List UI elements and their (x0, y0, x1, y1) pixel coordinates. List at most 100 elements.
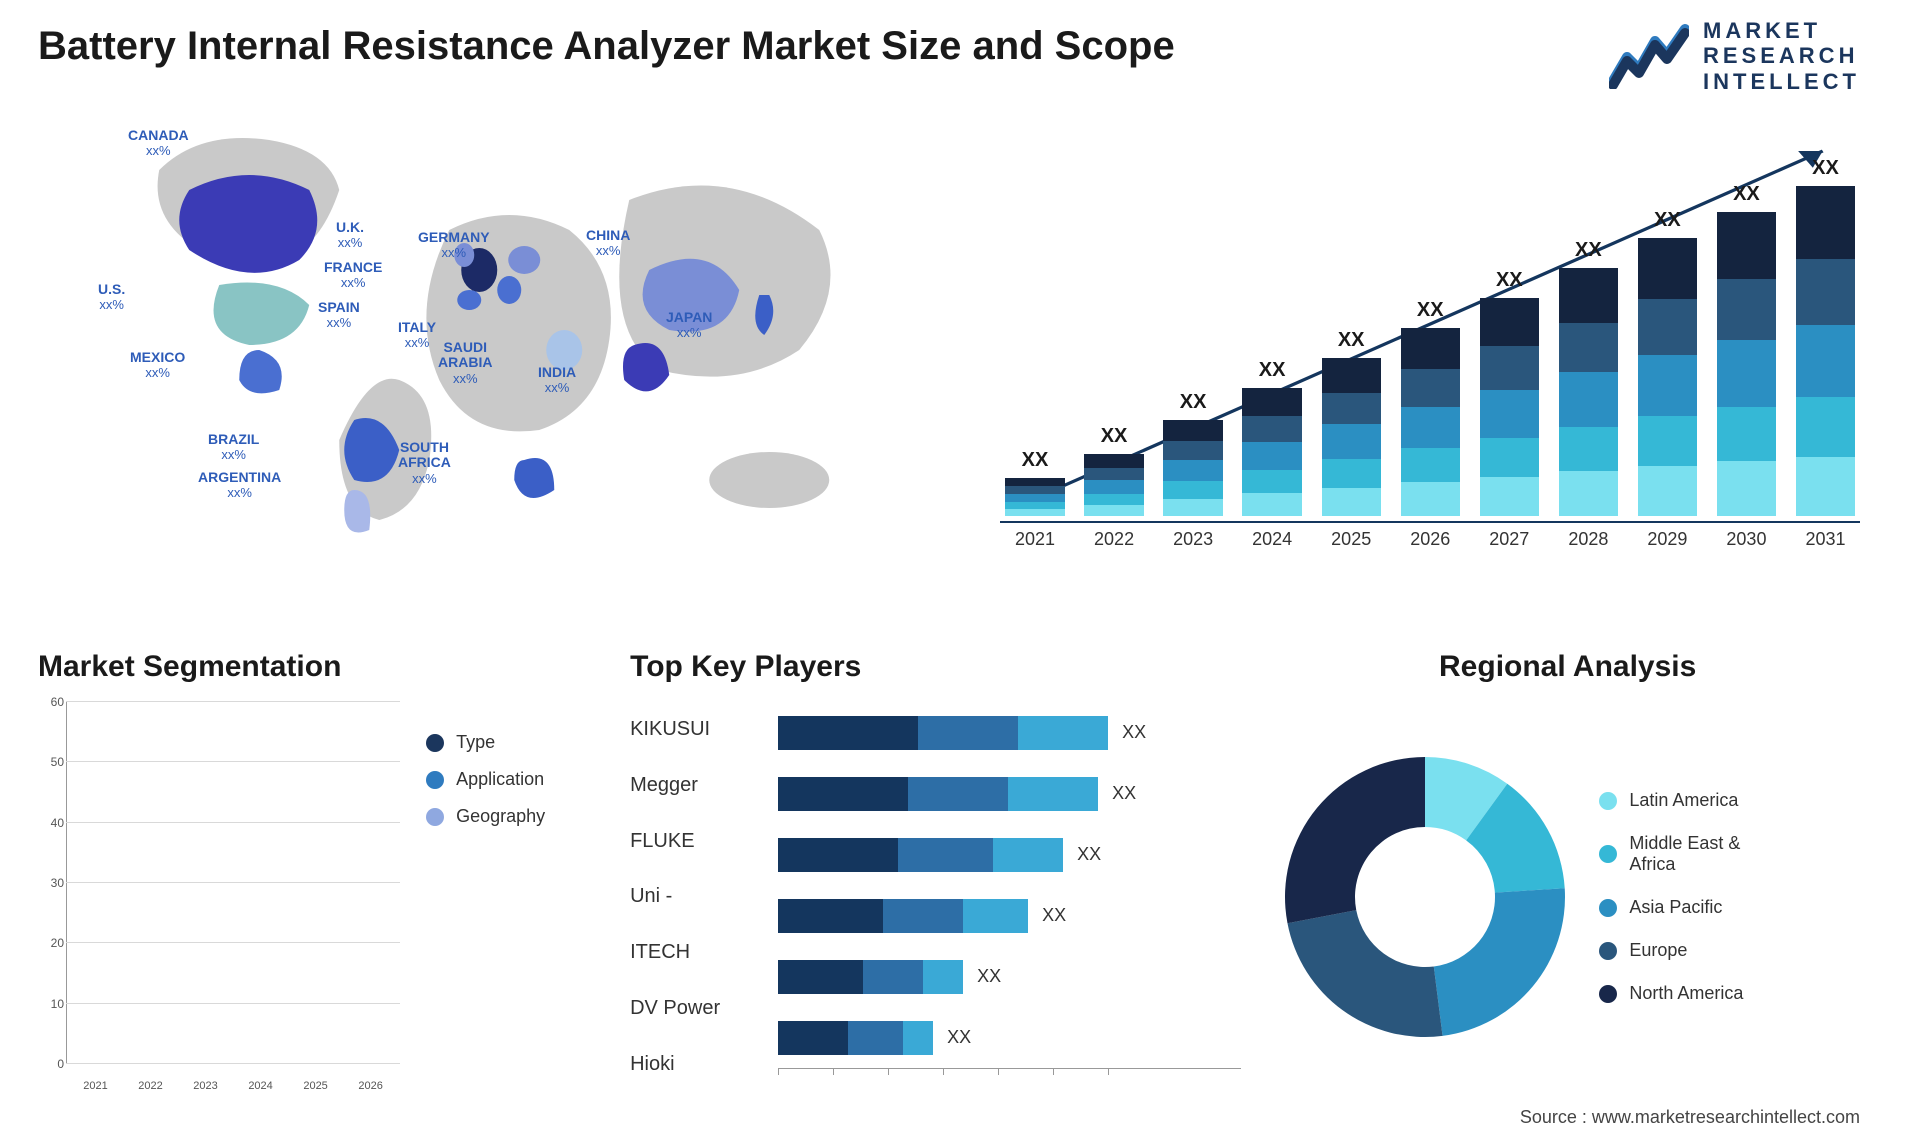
map-label-brazil: BRAZILxx% (208, 432, 259, 463)
world-map-icon (38, 120, 940, 550)
ra-legend-item: Europe (1599, 940, 1860, 961)
growth-bar-2028: XX (1554, 239, 1623, 516)
growth-bar-label: XX (1180, 391, 1207, 414)
kp-name: Hioki (630, 1053, 760, 1076)
growth-bar-label: XX (1101, 425, 1128, 448)
ra-legend-label: North America (1629, 983, 1743, 1004)
kp-value-label: XX (1112, 783, 1136, 804)
growth-bar-label: XX (1496, 269, 1523, 292)
growth-bar-2022: XX (1080, 425, 1149, 516)
donut-slice-3 (1288, 910, 1443, 1037)
growth-bar-2026: XX (1396, 299, 1465, 516)
seg-legend-item: Application (426, 769, 596, 790)
growth-chart-panel: XXXXXXXXXXXXXXXXXXXXXX 20212022202320242… (1000, 120, 1860, 550)
key-players-panel: Top Key Players KIKUSUIMeggerFLUKEUni -I… (630, 650, 1241, 1092)
kp-name: KIKUSUI (630, 718, 760, 741)
legend-dot-icon (426, 734, 444, 752)
growth-x-label: 2021 (1000, 523, 1069, 550)
world-map-panel: CANADAxx% U.S.xx% MEXICOxx% BRAZILxx% ARGENT… (38, 120, 940, 550)
growth-bar-label: XX (1654, 209, 1681, 232)
seg-x-label: 2022 (127, 1074, 174, 1092)
segmentation-panel: Market Segmentation 2021 2022 2023 2024 2025… (38, 650, 596, 1092)
kp-name: DV Power (630, 997, 760, 1020)
kp-row: XX (778, 777, 1241, 811)
growth-bar-2029: XX (1633, 209, 1702, 516)
kp-value-label: XX (1122, 722, 1146, 743)
kp-row: XX (778, 716, 1241, 750)
ra-legend-item: Asia Pacific (1599, 897, 1860, 918)
map-label-italy: ITALYxx% (398, 320, 436, 351)
map-label-u-s-: U.S.xx% (98, 282, 125, 313)
segmentation-legend: Type Application Geography (426, 702, 596, 1092)
growth-x-label: 2030 (1712, 523, 1781, 550)
segmentation-chart: 202120222023202420252026 0102030405060 (38, 702, 400, 1092)
kp-row: XX (778, 838, 1241, 872)
growth-bar-2023: XX (1159, 391, 1228, 516)
legend-dot-icon (426, 771, 444, 789)
growth-bar-label: XX (1417, 299, 1444, 322)
growth-chart: XXXXXXXXXXXXXXXXXXXXXX 20212022202320242… (1000, 130, 1860, 550)
kp-name: Megger (630, 774, 760, 797)
growth-x-label: 2031 (1791, 523, 1860, 550)
map-label-saudi-arabia: SAUDIARABIAxx% (438, 340, 492, 386)
seg-x-label: 2024 (237, 1074, 284, 1092)
legend-dot-icon (1599, 792, 1617, 810)
ra-legend-item: North America (1599, 983, 1860, 1004)
map-label-germany: GERMANYxx% (418, 230, 490, 261)
map-label-mexico: MEXICOxx% (130, 350, 185, 381)
logo-text: MARKET RESEARCH INTELLECT (1703, 18, 1860, 94)
ra-legend-label: Asia Pacific (1629, 897, 1722, 918)
kp-value-label: XX (977, 966, 1001, 987)
growth-bar-label: XX (1022, 449, 1049, 472)
ra-legend-item: Middle East &Africa (1599, 833, 1860, 875)
kp-row: XX (778, 899, 1241, 933)
growth-bar-label: XX (1812, 157, 1839, 180)
growth-x-label: 2022 (1080, 523, 1149, 550)
growth-bar-2027: XX (1475, 269, 1544, 516)
growth-bar-2024: XX (1238, 359, 1307, 516)
growth-x-label: 2029 (1633, 523, 1702, 550)
key-players-title: Top Key Players (630, 650, 1241, 684)
growth-bar-label: XX (1259, 359, 1286, 382)
regional-legend: Latin America Middle East &Africa Asia Pac… (1599, 790, 1860, 1004)
growth-x-label: 2027 (1475, 523, 1544, 550)
seg-legend-label: Geography (456, 806, 545, 827)
kp-value-label: XX (1077, 844, 1101, 865)
legend-dot-icon (1599, 845, 1617, 863)
map-label-canada: CANADAxx% (128, 128, 189, 159)
legend-dot-icon (1599, 985, 1617, 1003)
ra-legend-label: Middle East &Africa (1629, 833, 1740, 875)
map-label-u-k-: U.K.xx% (336, 220, 364, 251)
map-label-south-africa: SOUTHAFRICAxx% (398, 440, 451, 486)
kp-name: ITECH (630, 941, 760, 964)
segmentation-title: Market Segmentation (38, 650, 596, 684)
legend-dot-icon (426, 808, 444, 826)
seg-x-label: 2021 (72, 1074, 119, 1092)
logo-icon (1609, 23, 1689, 89)
ra-legend-label: Latin America (1629, 790, 1738, 811)
regional-panel: Regional Analysis Latin America Middle Ea… (1275, 650, 1860, 1092)
map-label-china: CHINAxx% (586, 228, 630, 259)
growth-bar-label: XX (1575, 239, 1602, 262)
seg-x-label: 2023 (182, 1074, 229, 1092)
donut-slice-4 (1285, 757, 1425, 923)
kp-value-label: XX (1042, 905, 1066, 926)
map-label-japan: JAPANxx% (666, 310, 712, 341)
seg-legend-label: Type (456, 732, 495, 753)
kp-row: XX (778, 960, 1241, 994)
seg-x-label: 2025 (292, 1074, 339, 1092)
growth-x-label: 2023 (1159, 523, 1228, 550)
growth-bar-2021: XX (1000, 449, 1069, 516)
brand-logo: MARKET RESEARCH INTELLECT (1609, 18, 1860, 94)
growth-bar-2031: XX (1791, 157, 1860, 516)
regional-title: Regional Analysis (1275, 650, 1860, 684)
kp-name: FLUKE (630, 830, 760, 853)
growth-x-label: 2025 (1317, 523, 1386, 550)
growth-x-label: 2024 (1238, 523, 1307, 550)
map-label-argentina: ARGENTINAxx% (198, 470, 281, 501)
legend-dot-icon (1599, 942, 1617, 960)
kp-value-label: XX (947, 1027, 971, 1048)
map-label-france: FRANCExx% (324, 260, 382, 291)
source-attribution: Source : www.marketresearchintellect.com (1520, 1107, 1860, 1128)
growth-bar-label: XX (1338, 329, 1365, 352)
